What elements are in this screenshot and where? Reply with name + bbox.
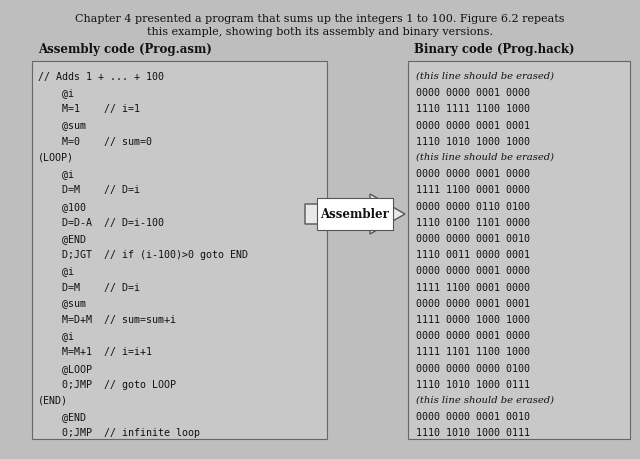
- Text: @sum: @sum: [38, 298, 86, 308]
- Text: 1110 0011 0000 0001: 1110 0011 0000 0001: [416, 250, 530, 260]
- Text: (this line should be erased): (this line should be erased): [416, 153, 554, 162]
- Text: D=D-A  // D=i-100: D=D-A // D=i-100: [38, 217, 164, 227]
- Text: (LOOP): (LOOP): [38, 153, 74, 162]
- Text: D;JGT  // if (i-100)>0 goto END: D;JGT // if (i-100)>0 goto END: [38, 250, 248, 260]
- Text: Chapter 4 presented a program that sums up the integers 1 to 100. Figure 6.2 rep: Chapter 4 presented a program that sums …: [76, 14, 564, 24]
- FancyBboxPatch shape: [408, 62, 630, 439]
- Text: @i: @i: [38, 266, 74, 276]
- Text: 0000 0000 0001 0010: 0000 0000 0001 0010: [416, 411, 530, 421]
- Text: 0000 0000 0001 0000: 0000 0000 0001 0000: [416, 266, 530, 276]
- Text: // Adds 1 + ... + 100: // Adds 1 + ... + 100: [38, 72, 164, 82]
- Polygon shape: [305, 195, 405, 235]
- Text: 1111 1100 0001 0000: 1111 1100 0001 0000: [416, 185, 530, 195]
- Text: M=D+M  // sum=sum+i: M=D+M // sum=sum+i: [38, 314, 176, 325]
- Text: @i: @i: [38, 330, 74, 341]
- Text: (this line should be erased): (this line should be erased): [416, 395, 554, 404]
- Text: Binary code (Prog.hack): Binary code (Prog.hack): [414, 43, 575, 56]
- Text: D=M    // D=i: D=M // D=i: [38, 185, 140, 195]
- Text: 0;JMP  // infinite loop: 0;JMP // infinite loop: [38, 427, 200, 437]
- Text: 0;JMP  // goto LOOP: 0;JMP // goto LOOP: [38, 379, 176, 389]
- Text: 0000 0000 0001 0000: 0000 0000 0001 0000: [416, 330, 530, 341]
- Text: 1110 1010 1000 0111: 1110 1010 1000 0111: [416, 379, 530, 389]
- Text: 1111 1100 0001 0000: 1111 1100 0001 0000: [416, 282, 530, 292]
- Text: 0000 0000 0000 0100: 0000 0000 0000 0100: [416, 363, 530, 373]
- Text: M=M+1  // i=i+1: M=M+1 // i=i+1: [38, 347, 152, 357]
- Text: 1110 0100 1101 0000: 1110 0100 1101 0000: [416, 217, 530, 227]
- Text: 1111 1101 1100 1000: 1111 1101 1100 1000: [416, 347, 530, 357]
- Text: @END: @END: [38, 234, 86, 243]
- Text: @sum: @sum: [38, 120, 86, 130]
- Text: (END): (END): [38, 395, 68, 405]
- Text: 0000 0000 0001 0010: 0000 0000 0001 0010: [416, 234, 530, 243]
- Text: @LOOP: @LOOP: [38, 363, 92, 373]
- Text: 1110 1010 1000 0111: 1110 1010 1000 0111: [416, 427, 530, 437]
- Text: @END: @END: [38, 411, 86, 421]
- Text: Assembler: Assembler: [321, 208, 389, 221]
- Text: 0000 0000 0001 0001: 0000 0000 0001 0001: [416, 298, 530, 308]
- Text: 1110 1010 1000 1000: 1110 1010 1000 1000: [416, 136, 530, 146]
- Text: D=M    // D=i: D=M // D=i: [38, 282, 140, 292]
- Text: @i: @i: [38, 88, 74, 98]
- Text: 0000 0000 0110 0100: 0000 0000 0110 0100: [416, 201, 530, 211]
- FancyBboxPatch shape: [32, 62, 327, 439]
- Text: 0000 0000 0001 0000: 0000 0000 0001 0000: [416, 169, 530, 179]
- FancyBboxPatch shape: [317, 199, 393, 230]
- Text: (this line should be erased): (this line should be erased): [416, 72, 554, 81]
- Text: Assembly code (Prog.asm): Assembly code (Prog.asm): [38, 43, 212, 56]
- Text: @i: @i: [38, 169, 74, 179]
- Text: M=0    // sum=0: M=0 // sum=0: [38, 136, 152, 146]
- Text: M=1    // i=1: M=1 // i=1: [38, 104, 140, 114]
- Text: @100: @100: [38, 201, 86, 211]
- Text: 0000 0000 0001 0001: 0000 0000 0001 0001: [416, 120, 530, 130]
- Text: 1111 0000 1000 1000: 1111 0000 1000 1000: [416, 314, 530, 325]
- Text: 0000 0000 0001 0000: 0000 0000 0001 0000: [416, 88, 530, 98]
- Text: this example, showing both its assembly and binary versions.: this example, showing both its assembly …: [147, 27, 493, 37]
- Text: 1110 1111 1100 1000: 1110 1111 1100 1000: [416, 104, 530, 114]
